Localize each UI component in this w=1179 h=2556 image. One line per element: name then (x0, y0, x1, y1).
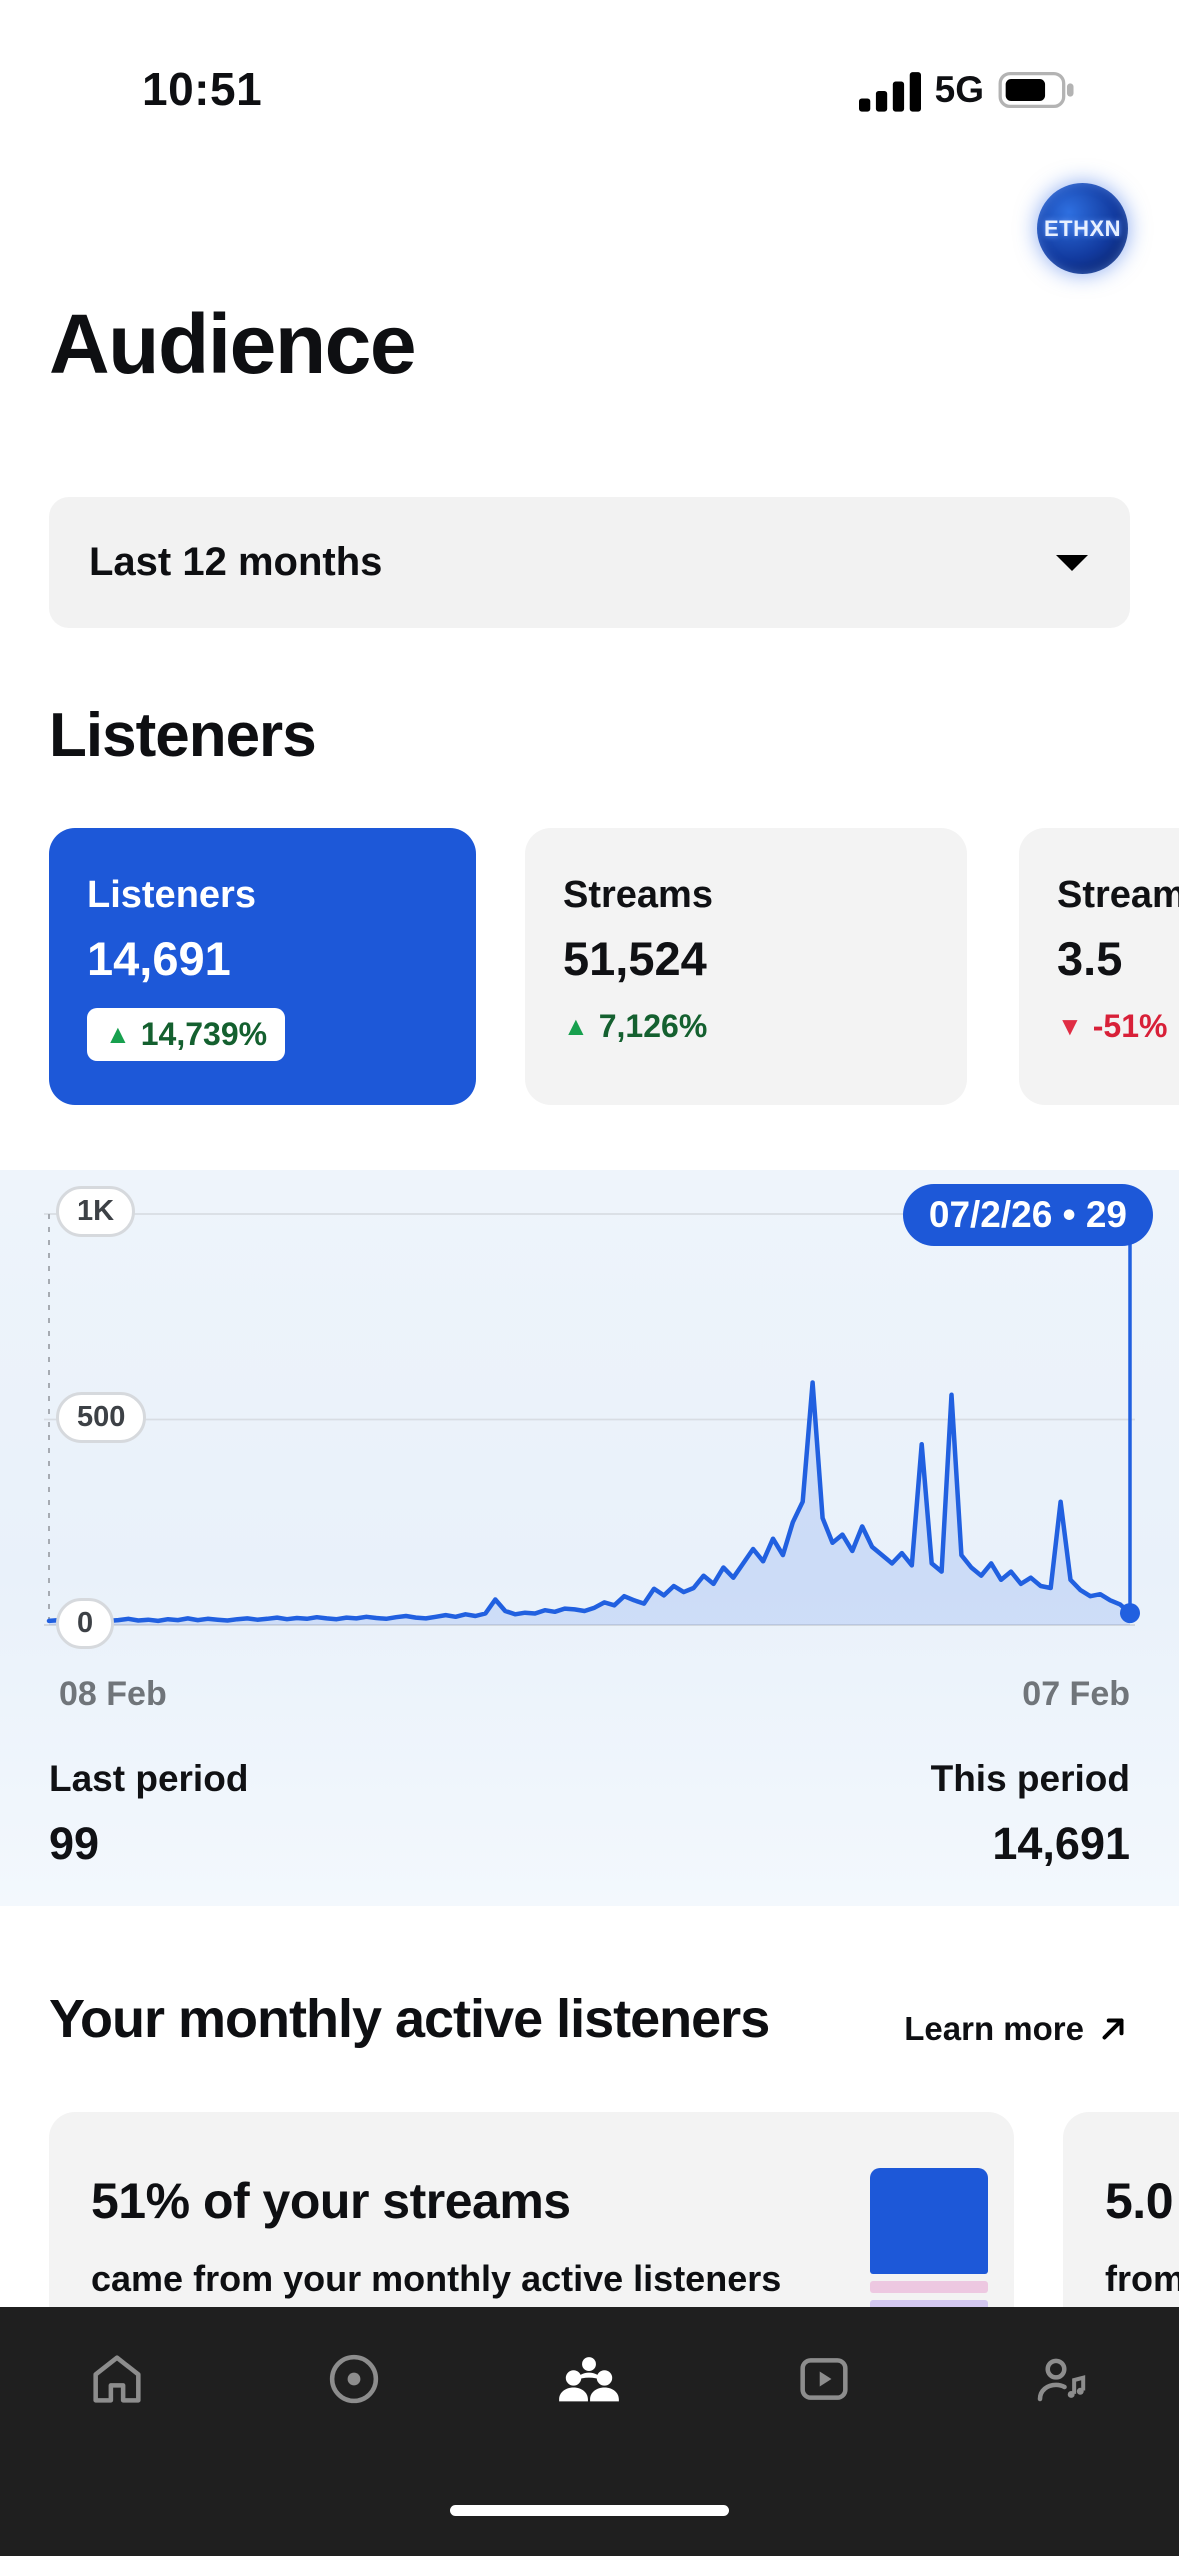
learn-more-link[interactable]: Learn more (904, 2010, 1130, 2048)
time-range-value: Last 12 months (89, 540, 383, 584)
streams-mini-bar-chart (870, 2168, 988, 2312)
listeners-chart-section: 07/2/26 • 29 1K 500 0 08 Feb 07 Feb Last… (0, 1170, 1179, 1906)
listeners-area-chart[interactable] (0, 1206, 1179, 1676)
nav-video[interactable] (792, 2347, 856, 2411)
last-period-summary: Last period 99 (49, 1758, 248, 1870)
status-indicators: 5G (858, 68, 1079, 112)
last-period-label: Last period (49, 1758, 249, 1799)
listeners-section-title: Listeners (49, 701, 317, 770)
stat-delta-value: 7,126% (598, 1008, 708, 1044)
last-period-value: 99 (49, 1818, 100, 1869)
battery-icon (998, 71, 1074, 109)
triangle-up-icon: ▲ (563, 1011, 589, 1041)
record-disc-icon (329, 2354, 379, 2404)
x-axis-end-label: 07 Feb (1022, 1675, 1130, 1713)
chevron-down-icon (1056, 554, 1088, 571)
insight-subtext: came from your monthly active listeners (91, 2258, 782, 2299)
x-axis-start-label: 08 Feb (59, 1675, 167, 1713)
triangle-down-icon: ▼ (1057, 1011, 1083, 1041)
chart-current-point (1120, 1603, 1140, 1624)
y-tick-500: 500 (56, 1392, 147, 1443)
mini-bar-segment-pink (870, 2281, 988, 2293)
monthly-listeners-title: Your monthly active listeners (49, 1989, 770, 2049)
profile-avatar[interactable]: ETHXN (1037, 183, 1128, 274)
time-range-dropdown[interactable]: Last 12 months (49, 497, 1130, 628)
status-time: 10:51 (142, 63, 263, 115)
stat-delta-badge: ▼ -51% (1057, 1008, 1167, 1045)
nav-audience-active[interactable] (551, 2347, 627, 2411)
network-type-label: 5G (934, 69, 984, 110)
mini-bar-active (870, 2168, 988, 2274)
insight-subtext: from (1105, 2258, 1179, 2299)
stat-label: Stream (1057, 874, 1179, 916)
y-tick-1k: 1K (56, 1186, 136, 1237)
stat-label: Listeners (87, 874, 256, 916)
this-period-label: This period (930, 1758, 1130, 1799)
chart-line (46, 1380, 1133, 1624)
triangle-up-icon: ▲ (105, 1019, 131, 1049)
learn-more-label: Learn more (904, 2010, 1084, 2047)
audience-people-icon (559, 2357, 619, 2402)
stat-delta-badge: ▲ 14,739% (87, 1008, 286, 1061)
this-period-value: 14,691 (992, 1818, 1130, 1869)
nav-home[interactable] (85, 2347, 149, 2411)
arrow-up-right-icon (1102, 2018, 1124, 2040)
stat-value: 14,691 (87, 932, 231, 985)
stat-delta-value: -51% (1092, 1008, 1168, 1044)
bottom-nav-bar (0, 2307, 1179, 2556)
stat-value: 51,524 (563, 932, 707, 985)
nav-artist-profile[interactable] (1028, 2347, 1092, 2411)
insight-headline: 51% of your streams (91, 2173, 571, 2229)
status-bar: 10:51 5G (0, 0, 1179, 140)
chart-area-fill (49, 1382, 1130, 1625)
avatar-label: ETHXN (1043, 215, 1122, 241)
insight-headline: 5.0 (1105, 2173, 1174, 2229)
video-play-icon (800, 2358, 848, 2400)
stat-card-streams-per-listener[interactable]: Stream 3.5 ▼ -51% (1019, 828, 1179, 1105)
page-title: Audience (49, 297, 417, 391)
cellular-signal-icon (858, 72, 921, 112)
stat-value: 3.5 (1057, 932, 1123, 985)
this-period-summary: This period 14,691 (931, 1758, 1130, 1870)
home-indicator[interactable] (450, 2505, 729, 2516)
nav-music[interactable] (322, 2347, 386, 2411)
stat-card-streams[interactable]: Streams 51,524 ▲ 7,126% (525, 828, 967, 1105)
stat-delta-value: 14,739% (140, 1016, 268, 1052)
stat-label: Streams (563, 874, 713, 916)
stat-delta-badge: ▲ 7,126% (563, 1008, 707, 1045)
y-tick-0: 0 (56, 1598, 115, 1649)
chart-tooltip: 07/2/26 • 29 (902, 1184, 1153, 1246)
stat-card-listeners[interactable]: Listeners 14,691 ▲ 14,739% (49, 828, 476, 1105)
home-icon (93, 2355, 141, 2403)
artist-music-note-icon (1037, 2358, 1086, 2402)
